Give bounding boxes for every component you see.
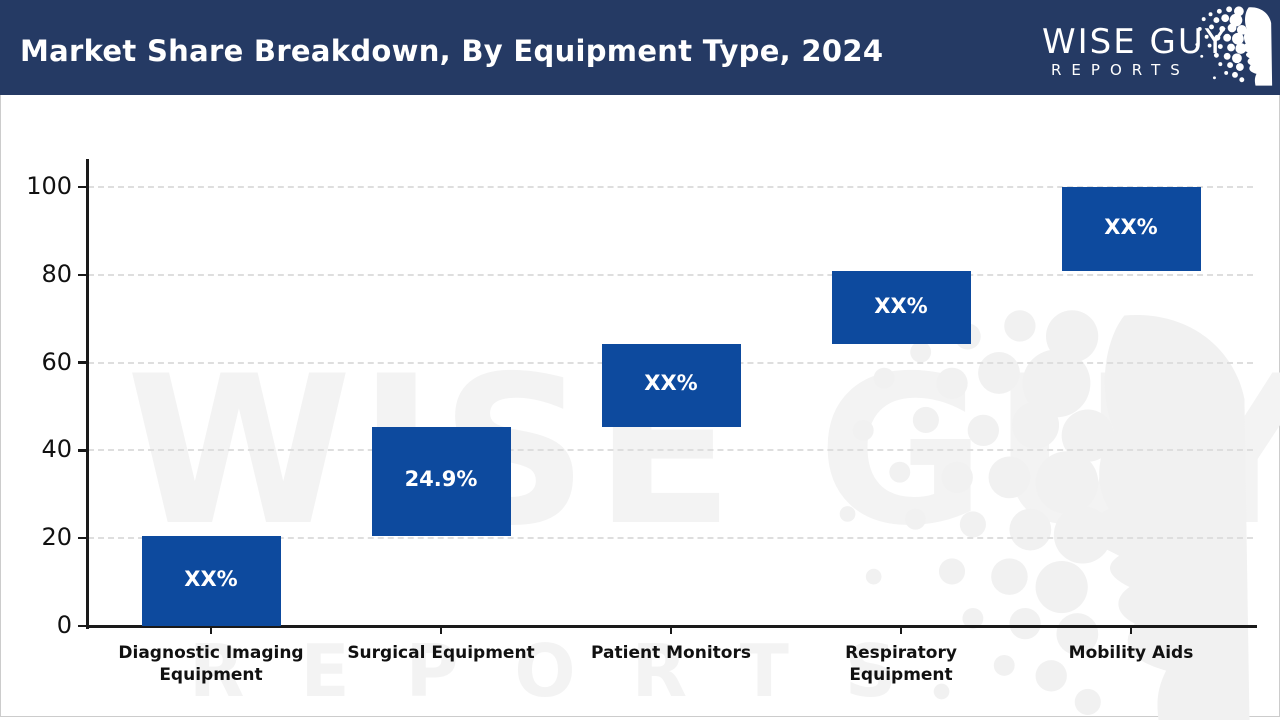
y-tick-mark <box>78 185 86 189</box>
y-tick-mark <box>78 449 86 452</box>
x-tick-label: Mobility Aids <box>1068 643 1194 663</box>
plot-area: 0 20 40 60 80 100 XX% 24.9% XX% XX% XX% Diagnostic … <box>0 95 1280 720</box>
wiseguy-head-icon <box>1190 5 1278 89</box>
y-tick-label: 80 <box>41 259 72 288</box>
bar-value-label: XX% <box>1104 215 1158 240</box>
bar-segment <box>601 344 741 427</box>
x-axis-line <box>85 624 1257 628</box>
x-tick-label: Patient Monitors <box>591 643 751 663</box>
bar-value-label: XX% <box>874 293 928 318</box>
x-tick-mark <box>209 628 213 634</box>
x-tick-label: Diagnostic Imaging Equipment <box>118 643 304 686</box>
gridline <box>88 273 1253 276</box>
gridline <box>88 449 1253 452</box>
y-tick-label: 40 <box>41 435 72 464</box>
bar-value-label: 24.9% <box>404 467 478 492</box>
header-bar: Market Share Breakdown, By Equipment Typ… <box>0 0 1280 95</box>
bar-segment <box>141 536 281 626</box>
x-tick-mark <box>439 628 443 634</box>
bar-segment <box>1061 187 1201 272</box>
bar-segment <box>371 426 511 536</box>
x-tick-label: Surgical Equipment <box>347 643 535 663</box>
x-tick-mark <box>1129 628 1133 634</box>
y-tick-label: 60 <box>41 347 72 376</box>
y-tick-label: 20 <box>41 523 72 552</box>
y-tick-mark <box>78 361 86 364</box>
x-tick-label: Respiratory Equipment <box>845 643 957 686</box>
y-axis-line <box>85 159 89 629</box>
watermark-subtext: REPORTS <box>189 629 953 713</box>
page-title: Market Share Breakdown, By Equipment Typ… <box>20 34 884 68</box>
y-tick-label: 0 <box>56 611 72 639</box>
gridline <box>88 537 1253 540</box>
bar-segment <box>831 271 971 345</box>
y-tick-mark <box>78 624 86 628</box>
y-tick-mark <box>78 273 86 277</box>
x-tick-mark <box>669 628 673 634</box>
gridline <box>88 186 1253 188</box>
logo-wordmark: WISE GUY <box>1042 22 1228 62</box>
x-tick-mark <box>899 628 903 634</box>
bar-value-label: XX% <box>184 567 238 591</box>
y-tick-label: 100 <box>26 172 72 200</box>
y-tick-mark <box>78 536 86 540</box>
bar-value-label: XX% <box>644 371 698 396</box>
logo-subtext: REPORTS <box>1051 61 1190 79</box>
